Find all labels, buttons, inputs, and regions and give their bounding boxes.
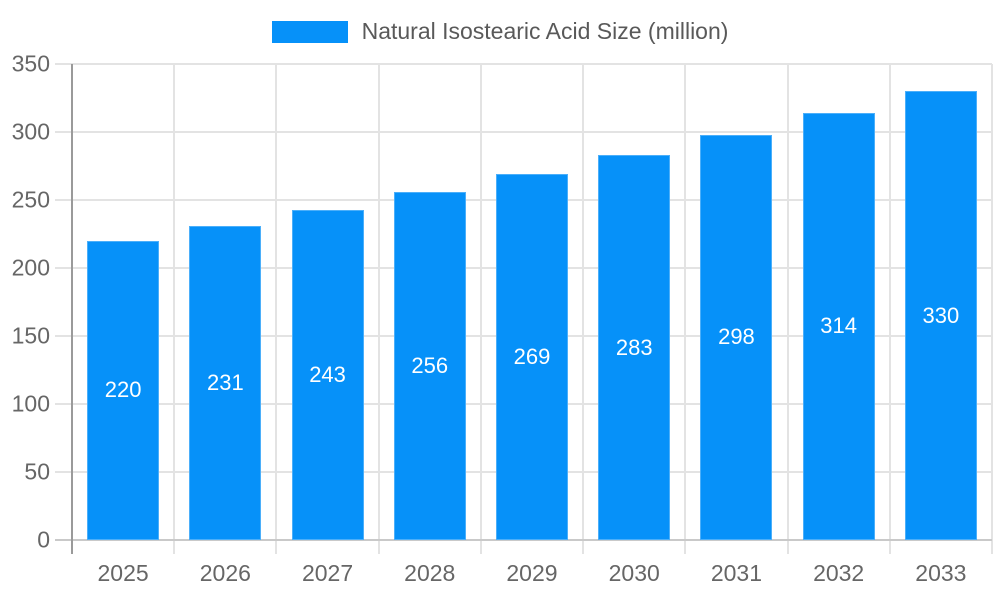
y-axis-line bbox=[71, 64, 73, 554]
x-axis-line bbox=[55, 539, 992, 541]
bar-value-label: 283 bbox=[615, 334, 653, 360]
gridline-vertical bbox=[173, 64, 176, 554]
bar-value-label: 298 bbox=[718, 324, 755, 350]
x-tick-label: 2031 bbox=[710, 560, 763, 586]
bar[interactable]: 243 bbox=[291, 209, 364, 540]
y-tick-label: 300 bbox=[11, 118, 50, 145]
y-tick-label: 0 bbox=[37, 526, 50, 553]
gridline-vertical bbox=[684, 64, 687, 554]
x-tick-label: 2028 bbox=[404, 560, 456, 586]
gridline-vertical bbox=[786, 64, 789, 554]
bar-value-label: 243 bbox=[309, 361, 346, 387]
bar[interactable]: 283 bbox=[598, 155, 671, 540]
bar[interactable]: 314 bbox=[802, 112, 875, 540]
x-tick-label: 2032 bbox=[813, 560, 865, 586]
bar[interactable]: 330 bbox=[904, 91, 977, 540]
bar-value-label: 231 bbox=[206, 369, 244, 395]
legend-label: Natural Isostearic Acid Size (million) bbox=[361, 18, 729, 44]
y-tick-label: 100 bbox=[11, 390, 50, 417]
y-tick-label: 250 bbox=[11, 186, 50, 213]
gridline-vertical bbox=[377, 64, 380, 554]
bar-value-label: 330 bbox=[922, 302, 960, 328]
gridline-vertical bbox=[479, 64, 482, 554]
y-tick-label: 200 bbox=[11, 254, 50, 281]
x-tick-label: 2026 bbox=[199, 560, 251, 586]
bar-value-label: 256 bbox=[411, 352, 449, 378]
gridline-vertical bbox=[888, 64, 891, 554]
x-tick-label: 2033 bbox=[915, 560, 967, 586]
chart-legend: Natural Isostearic Acid Size (million) bbox=[0, 18, 1000, 45]
gridline-horizontal bbox=[55, 131, 992, 133]
bar-value-label: 220 bbox=[104, 377, 142, 403]
bar-value-label: 314 bbox=[820, 313, 858, 339]
y-tick-label: 150 bbox=[11, 322, 50, 349]
x-tick-label: 2025 bbox=[97, 560, 149, 586]
legend-item[interactable]: Natural Isostearic Acid Size (million) bbox=[271, 18, 729, 45]
x-tick-label: 2029 bbox=[506, 560, 558, 586]
bar[interactable]: 220 bbox=[87, 240, 160, 540]
gridline-vertical bbox=[275, 64, 278, 554]
x-tick-label: 2030 bbox=[608, 560, 660, 586]
legend-swatch-icon bbox=[271, 20, 348, 43]
bar[interactable]: 231 bbox=[189, 225, 262, 540]
y-tick-label: 50 bbox=[24, 458, 50, 485]
gridline-vertical bbox=[582, 64, 585, 554]
bar-value-label: 269 bbox=[513, 344, 551, 370]
gridline-horizontal bbox=[55, 63, 992, 65]
gridline-vertical bbox=[991, 64, 993, 554]
y-tick-label: 350 bbox=[11, 50, 50, 77]
bar[interactable]: 269 bbox=[496, 174, 568, 540]
bar[interactable]: 298 bbox=[700, 134, 773, 540]
bar[interactable]: 256 bbox=[393, 191, 466, 540]
x-tick-label: 2027 bbox=[301, 560, 354, 586]
